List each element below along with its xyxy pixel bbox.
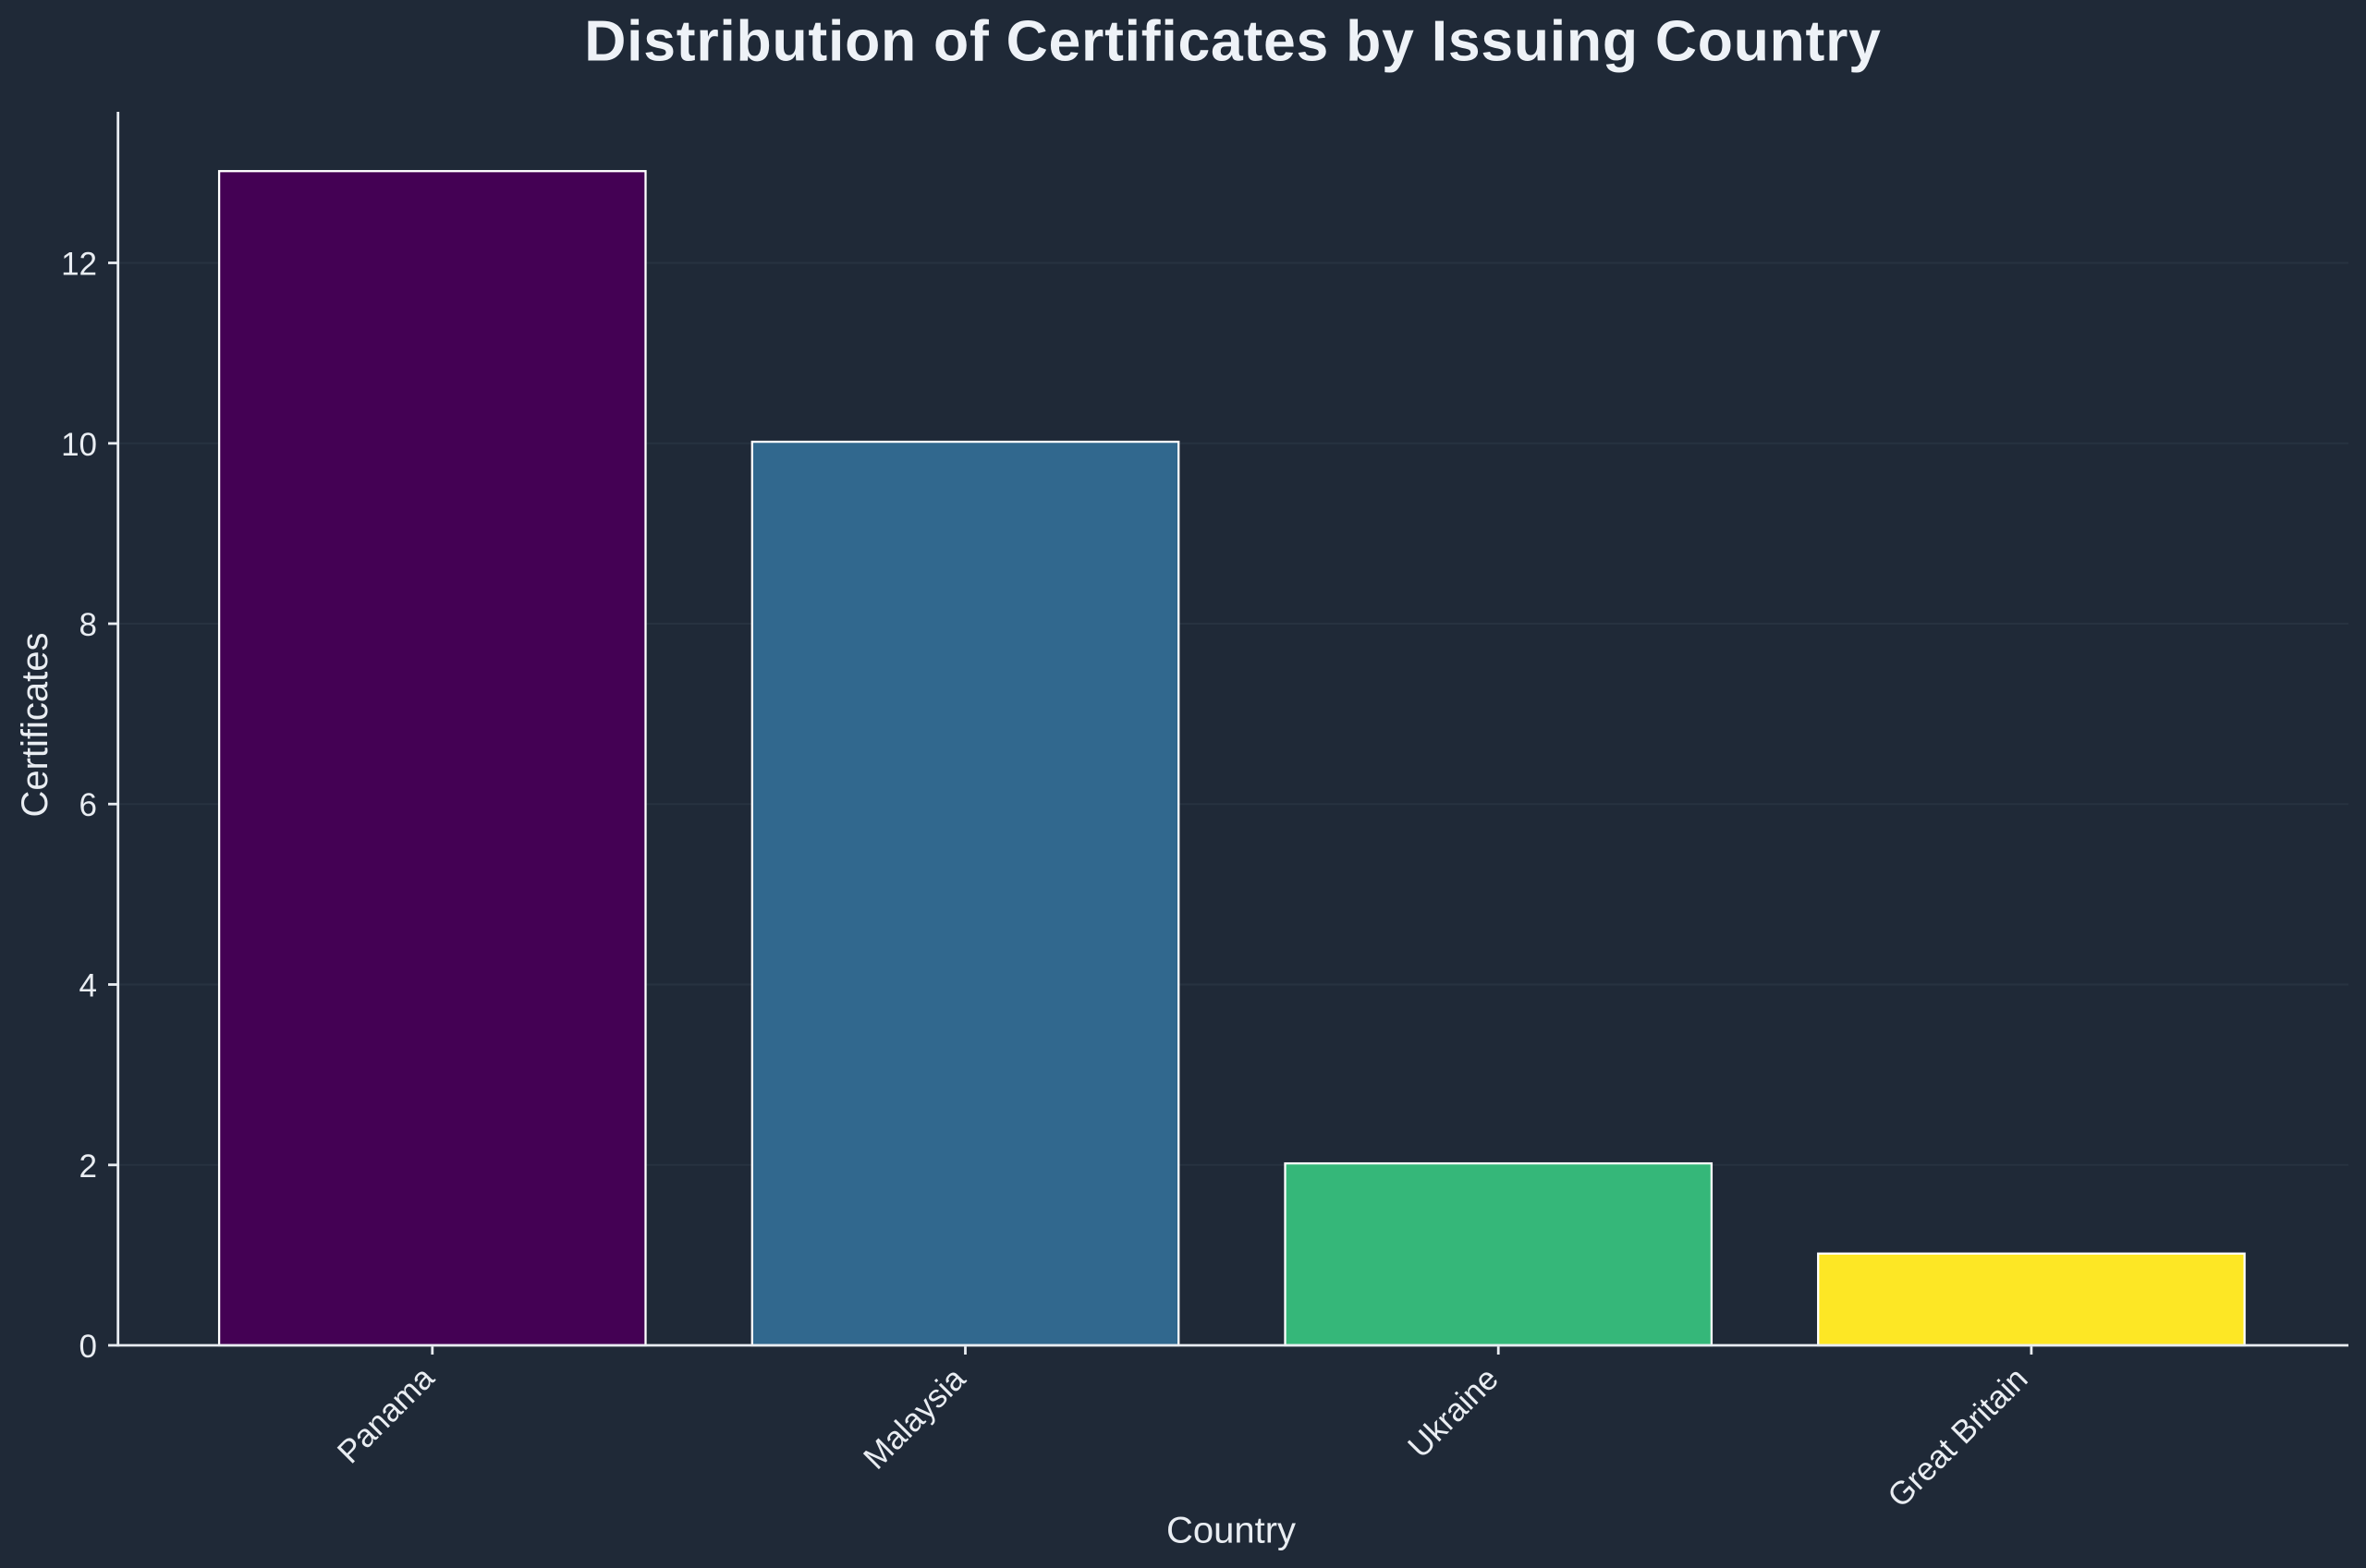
svg-text:6: 6	[79, 787, 97, 823]
svg-text:8: 8	[79, 607, 97, 643]
svg-text:4: 4	[79, 968, 97, 1004]
svg-text:Certificates: Certificates	[15, 632, 55, 817]
svg-text:10: 10	[61, 427, 97, 463]
svg-text:Distribution of Certificates b: Distribution of Certificates by Issuing …	[584, 9, 1881, 74]
svg-text:Country: Country	[1166, 1511, 1296, 1551]
svg-text:12: 12	[61, 247, 97, 283]
svg-text:0: 0	[79, 1329, 97, 1365]
svg-text:2: 2	[79, 1149, 97, 1185]
